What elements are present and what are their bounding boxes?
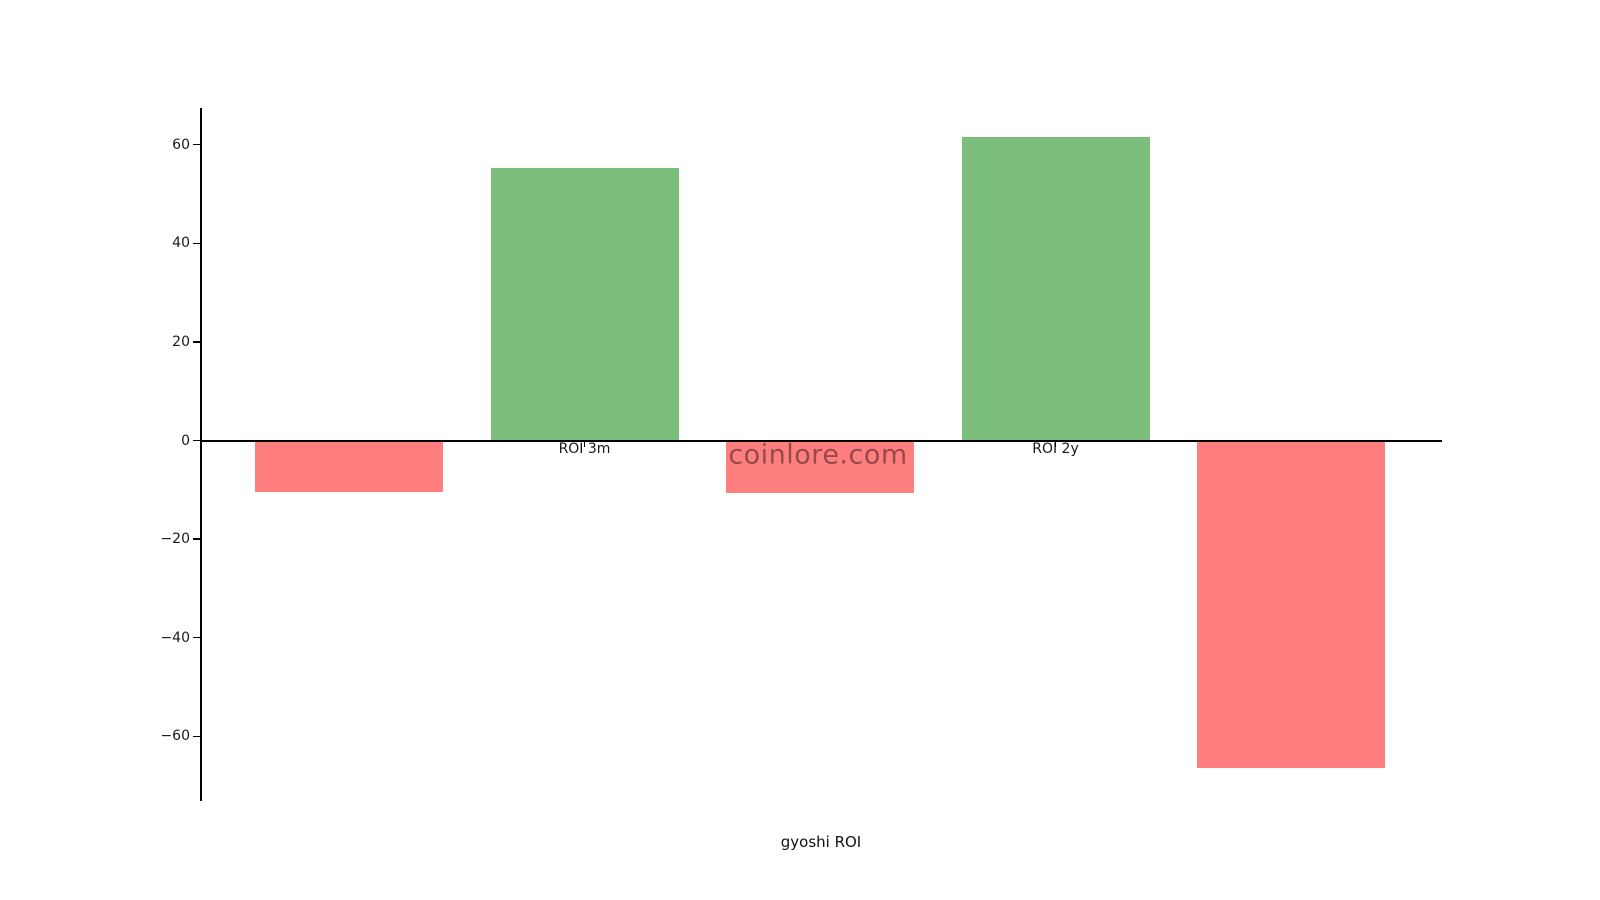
x-tick-mark [583,441,586,447]
y-axis-spine [200,108,202,801]
x-axis-title: gyoshi ROI [780,833,862,851]
y-tick-label: 20 [172,333,190,350]
y-tick-mark [193,637,200,639]
y-tick-mark [193,439,200,442]
y-tick-label: 60 [172,136,190,153]
x-tick-label-roi-3m: ROI 3m [558,441,611,457]
watermark-text: coinlore.com [728,439,908,471]
bar-category-5 [1197,440,1385,769]
x-tick-mark [1054,441,1057,447]
y-tick-mark [193,144,200,146]
x-tick-label-roi-2y: ROI 2y [1032,441,1079,457]
y-tick-mark [193,735,200,737]
y-tick-mark [193,341,200,343]
bar-roi-2y [961,136,1150,441]
y-tick-mark [193,538,200,540]
y-tick-label: 40 [172,235,190,252]
y-tick-label: −40 [160,629,190,646]
y-tick-label: −60 [160,728,190,745]
y-tick-label: −20 [160,531,190,548]
y-tick-label: 0 [181,432,190,449]
y-tick-mark [193,242,200,244]
bar-category-3 [726,440,914,493]
bar-roi-3m [490,167,679,441]
bar-category-1 [255,440,443,492]
x-axis-zero-line [200,440,1442,442]
